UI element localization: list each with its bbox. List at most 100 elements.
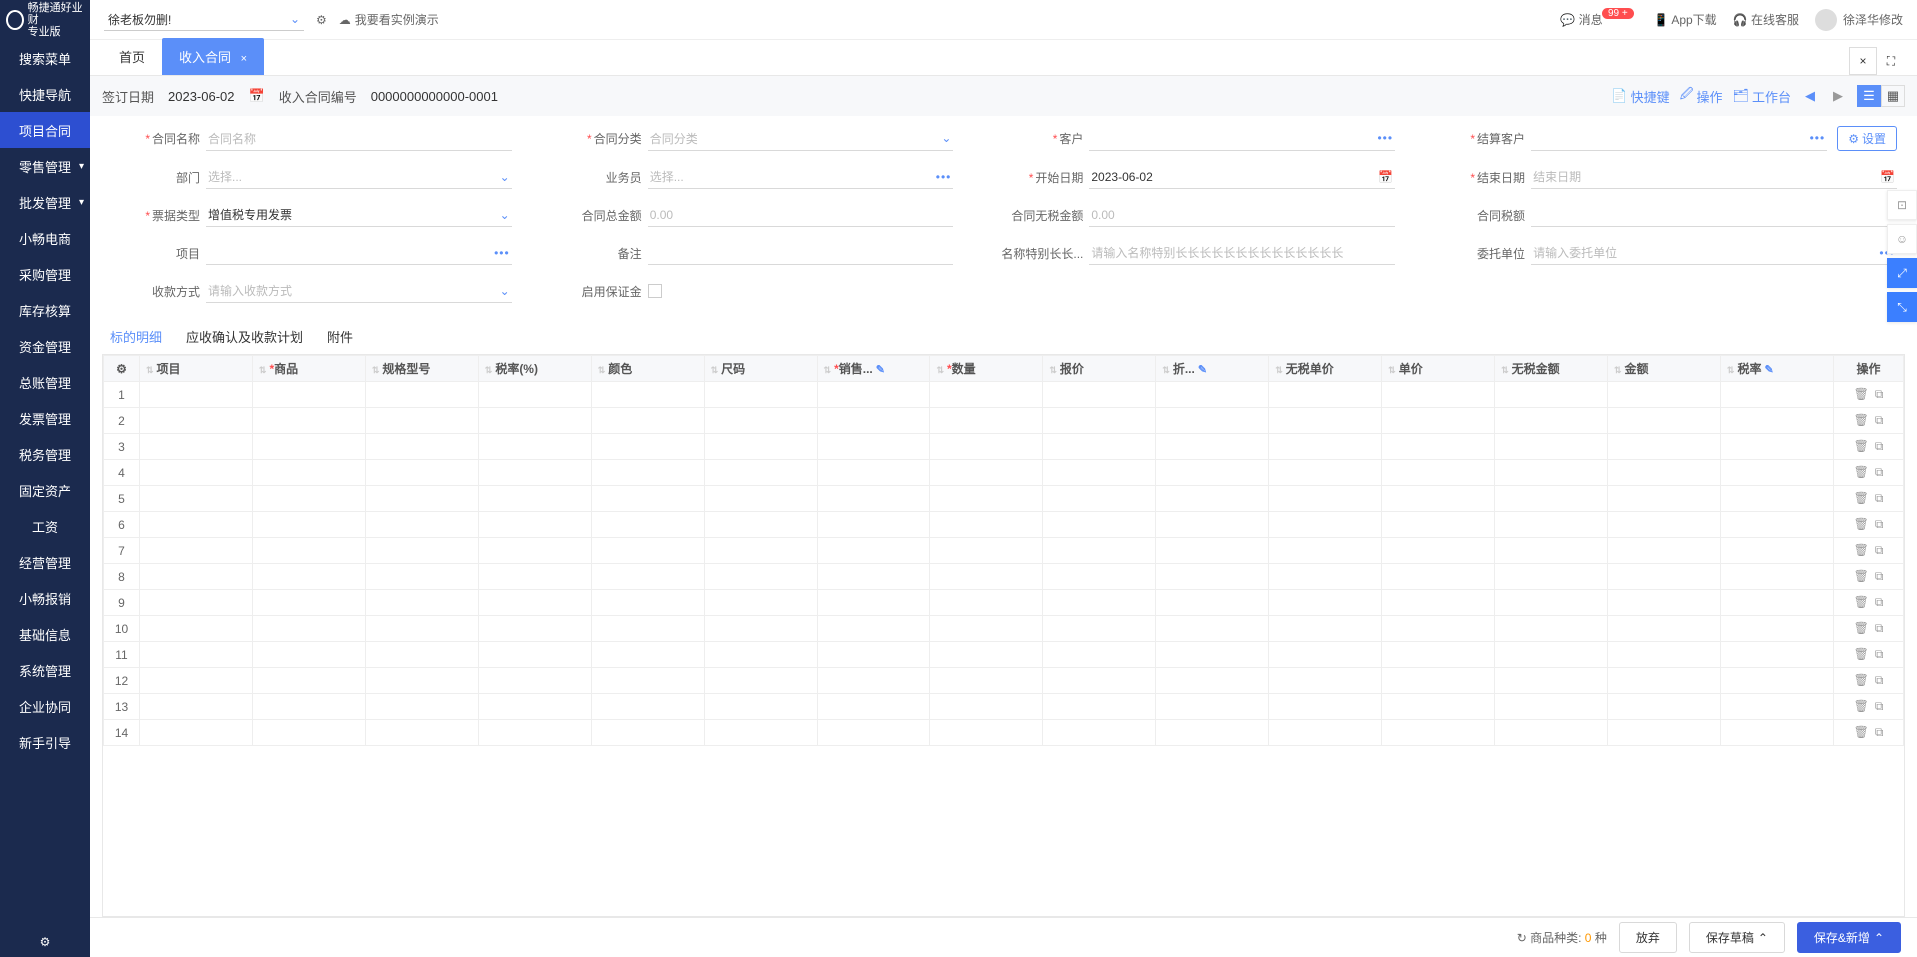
save-draft-button[interactable]: 保存草稿⌃	[1689, 922, 1785, 953]
cell[interactable]	[930, 564, 1043, 590]
discard-button[interactable]: 放弃	[1619, 922, 1677, 953]
cell[interactable]	[140, 590, 253, 616]
cell[interactable]	[365, 616, 478, 642]
cell[interactable]	[704, 512, 817, 538]
cell[interactable]	[1269, 668, 1382, 694]
cell[interactable]	[930, 434, 1043, 460]
cell[interactable]	[930, 408, 1043, 434]
sidebar-item[interactable]: 采购管理	[0, 256, 90, 292]
cell[interactable]	[930, 486, 1043, 512]
notax-amount-input[interactable]: 0.00	[1089, 203, 1395, 227]
cell[interactable]	[1156, 486, 1269, 512]
cell[interactable]	[478, 408, 591, 434]
cell[interactable]	[1607, 564, 1720, 590]
copy-icon[interactable]: ⧉	[1875, 647, 1884, 661]
cell[interactable]	[591, 642, 704, 668]
cell[interactable]	[704, 642, 817, 668]
cell[interactable]	[1607, 590, 1720, 616]
fullscreen-icon[interactable]: ⛶	[1877, 47, 1905, 75]
delete-icon[interactable]: 🗑	[1854, 569, 1869, 583]
cell[interactable]	[365, 642, 478, 668]
pay-method-input[interactable]: 请输入收款方式⌄	[206, 279, 512, 303]
cell[interactable]	[365, 408, 478, 434]
entrust-input[interactable]: 请输入委托单位•••	[1531, 241, 1897, 265]
cell[interactable]	[478, 486, 591, 512]
cell[interactable]	[704, 564, 817, 590]
cell[interactable]	[1382, 642, 1495, 668]
cell[interactable]	[591, 616, 704, 642]
end-date-input[interactable]: 结束日期📅	[1531, 165, 1897, 189]
cell[interactable]	[1269, 538, 1382, 564]
tab-contract[interactable]: 收入合同 ×	[162, 38, 264, 75]
cell[interactable]	[1156, 668, 1269, 694]
next-arrow[interactable]: ▶	[1829, 88, 1847, 104]
cell[interactable]	[1382, 538, 1495, 564]
cell[interactable]	[1269, 486, 1382, 512]
cell[interactable]	[1607, 382, 1720, 408]
invoice-type-input[interactable]: 增值税专用发票⌄	[206, 203, 512, 227]
delete-icon[interactable]: 🗑	[1854, 543, 1869, 557]
cell[interactable]	[1382, 564, 1495, 590]
account-selector[interactable]: 徐老板勿删! ⌄	[104, 9, 304, 31]
cell[interactable]	[1043, 616, 1156, 642]
cell[interactable]	[1269, 720, 1382, 746]
cell[interactable]	[1607, 642, 1720, 668]
float-btn-1[interactable]: ⊡	[1887, 190, 1917, 220]
cell[interactable]	[478, 564, 591, 590]
cell[interactable]	[1043, 460, 1156, 486]
cell[interactable]	[140, 408, 253, 434]
column-header[interactable]: ⇅规格型号	[365, 356, 478, 382]
cell[interactable]	[1495, 382, 1608, 408]
cell[interactable]	[704, 408, 817, 434]
cell[interactable]	[1607, 408, 1720, 434]
column-header[interactable]: ⇅单价	[1382, 356, 1495, 382]
float-btn-2[interactable]: ☺	[1887, 224, 1917, 254]
cell[interactable]	[704, 538, 817, 564]
deposit-checkbox[interactable]	[648, 284, 662, 298]
cell[interactable]	[1156, 460, 1269, 486]
delete-icon[interactable]: 🗑	[1854, 725, 1869, 739]
contract-name-input[interactable]: 合同名称	[206, 127, 512, 151]
cell[interactable]	[140, 460, 253, 486]
cell[interactable]	[704, 460, 817, 486]
sidebar-item[interactable]: 批发管理▾	[0, 184, 90, 220]
cell[interactable]	[1720, 694, 1833, 720]
cell[interactable]	[1607, 434, 1720, 460]
delete-icon[interactable]: 🗑	[1854, 595, 1869, 609]
delete-icon[interactable]: 🗑	[1854, 647, 1869, 661]
cell[interactable]	[1382, 512, 1495, 538]
column-header[interactable]: ⇅*数量	[930, 356, 1043, 382]
cell[interactable]	[1607, 512, 1720, 538]
cell[interactable]	[930, 642, 1043, 668]
cell[interactable]	[1156, 694, 1269, 720]
cell[interactable]	[1043, 642, 1156, 668]
cell[interactable]	[140, 434, 253, 460]
sidebar-item[interactable]: 快捷导航	[0, 76, 90, 112]
copy-icon[interactable]: ⧉	[1875, 517, 1884, 531]
cell[interactable]	[930, 512, 1043, 538]
cell[interactable]	[1495, 460, 1608, 486]
cell[interactable]	[252, 408, 365, 434]
float-btn-3[interactable]: ⤢	[1887, 258, 1917, 288]
cell[interactable]	[1495, 486, 1608, 512]
cell[interactable]	[704, 668, 817, 694]
cell[interactable]	[478, 694, 591, 720]
cell[interactable]	[1607, 694, 1720, 720]
delete-icon[interactable]: 🗑	[1854, 621, 1869, 635]
cell[interactable]	[1382, 590, 1495, 616]
cell[interactable]	[1269, 642, 1382, 668]
cell[interactable]	[817, 382, 930, 408]
sidebar-item[interactable]: 零售管理▾	[0, 148, 90, 184]
messages[interactable]: 💬 消息 99 +	[1560, 11, 1637, 28]
cell[interactable]	[817, 434, 930, 460]
copy-icon[interactable]: ⧉	[1875, 699, 1884, 713]
cell[interactable]	[930, 538, 1043, 564]
cell[interactable]	[704, 694, 817, 720]
cell[interactable]	[817, 564, 930, 590]
cell[interactable]	[365, 720, 478, 746]
cell[interactable]	[1043, 668, 1156, 694]
cell[interactable]	[140, 564, 253, 590]
cell[interactable]	[704, 434, 817, 460]
cell[interactable]	[1269, 408, 1382, 434]
cell[interactable]	[704, 720, 817, 746]
